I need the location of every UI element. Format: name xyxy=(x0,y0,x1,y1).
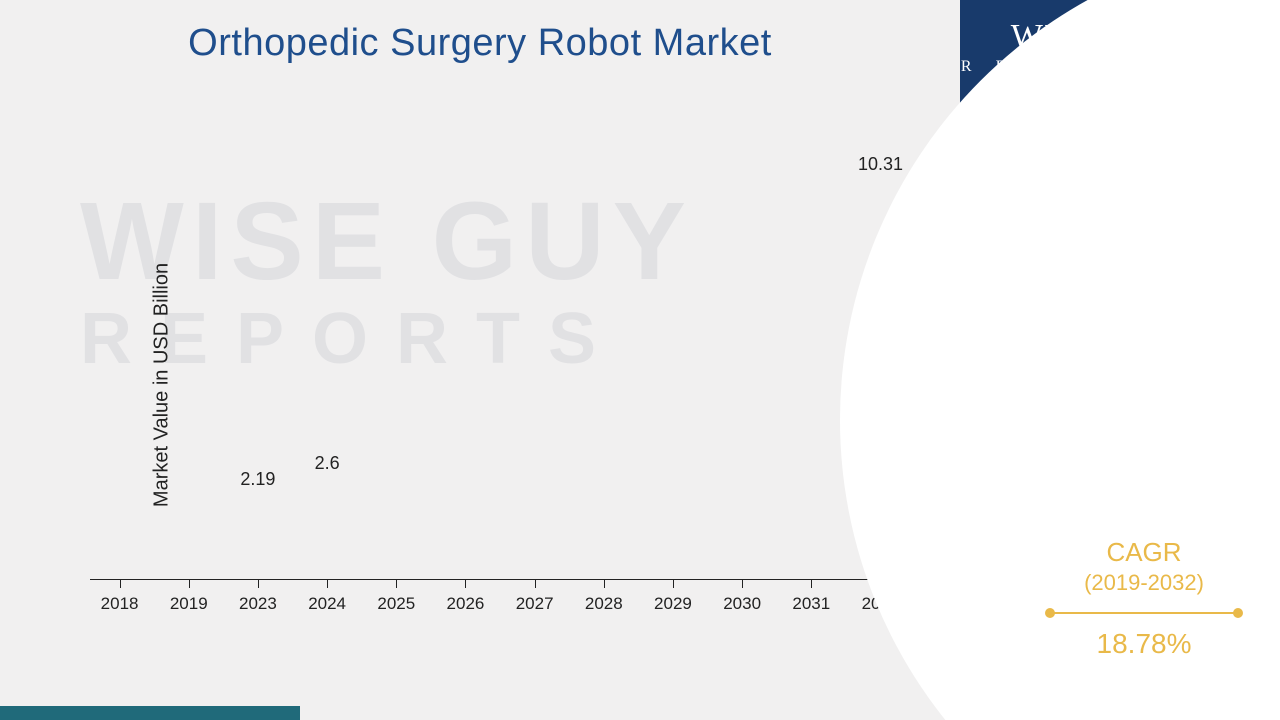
bar-slot xyxy=(440,150,491,580)
footer-accent-bar xyxy=(0,706,300,720)
cagr-block: CAGR (2019-2032) 18.78% xyxy=(1044,537,1244,660)
bar-slot xyxy=(578,150,629,580)
cagr-range: (2019-2032) xyxy=(1044,570,1244,596)
cagr-value: 18.78% xyxy=(1044,628,1244,660)
bar-value-label: 2.19 xyxy=(240,469,275,491)
bar xyxy=(237,495,279,580)
chart-title: Orthopedic Surgery Robot Market xyxy=(0,22,960,65)
bar-slot xyxy=(647,150,698,580)
x-tick: 2025 xyxy=(371,580,422,620)
bar xyxy=(375,460,417,580)
bar-slot xyxy=(163,150,214,580)
bar xyxy=(652,343,694,580)
bar-slot xyxy=(717,150,768,580)
x-tick: 2027 xyxy=(509,580,560,620)
bar xyxy=(721,297,763,580)
bar-slot xyxy=(94,150,145,580)
bar xyxy=(444,436,486,580)
x-tick: 2026 xyxy=(440,580,491,620)
brain-icon xyxy=(1216,22,1280,92)
cagr-label: CAGR xyxy=(1044,537,1244,568)
bar xyxy=(168,526,210,580)
bar-slot xyxy=(371,150,422,580)
x-tick: 2029 xyxy=(647,580,698,620)
bar-slot xyxy=(509,150,560,580)
bar xyxy=(99,537,141,580)
x-tick: 2024 xyxy=(302,580,353,620)
bar-chart: Market Value in USD Billion 2.192.610.31… xyxy=(90,150,910,620)
infographic-canvas: WISE GUY REPORTS Orthopedic Surgery Robo… xyxy=(0,0,1280,720)
brand-main: WISE GUY xyxy=(961,18,1184,56)
bar xyxy=(306,479,348,580)
bar xyxy=(583,378,625,580)
bar-slot xyxy=(786,150,837,580)
bar xyxy=(790,242,832,580)
x-tick: 2030 xyxy=(717,580,768,620)
brand-logo: WISE GUY R E P O R T S xyxy=(961,18,1250,76)
bar xyxy=(514,409,556,580)
x-tick: 2023 xyxy=(232,580,283,620)
brand-sub: R E P O R T S xyxy=(961,58,1184,76)
bar-slot: 2.19 xyxy=(232,150,283,580)
bar-value-label: 10.31 xyxy=(858,154,903,176)
right-panel: WISE GUY R E P O R T S CAGR (2019-2032) … xyxy=(960,0,1280,720)
plot-area: 2.19 2.6 10.31 xyxy=(90,150,910,580)
cagr-divider xyxy=(1050,612,1238,614)
bar-value-label: 2.6 xyxy=(315,453,340,475)
x-tick: 2028 xyxy=(578,580,629,620)
x-tick: 2019 xyxy=(163,580,214,620)
x-tick: 2031 xyxy=(786,580,837,620)
x-tick: 2018 xyxy=(94,580,145,620)
bar-slot: 2.6 xyxy=(302,150,353,580)
x-axis: 2018 2019 2023 2024 2025 2026 2027 2028 2029 2030… xyxy=(90,580,910,620)
